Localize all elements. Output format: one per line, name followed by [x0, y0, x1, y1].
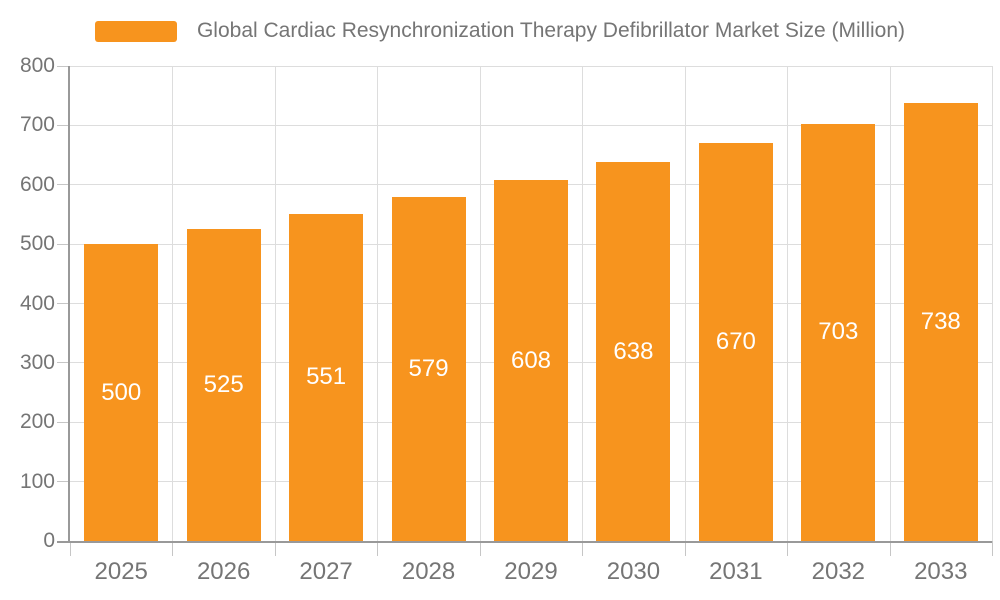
y-tick-800 [57, 65, 70, 67]
y-tick-200 [57, 421, 70, 423]
legend-label: Global Cardiac Resynchronization Therapy… [196, 19, 906, 42]
gridline-x-7 [786, 66, 788, 541]
x-tick-6 [684, 541, 686, 556]
gridline-x-1 [171, 66, 173, 541]
y-tick-500 [57, 243, 70, 245]
gridline-x-8 [889, 66, 891, 541]
gridline-y-800 [70, 65, 992, 67]
bar-value-label: 670 [715, 328, 756, 356]
bar-2025[interactable]: 500 [84, 244, 159, 541]
x-axis-line [57, 541, 992, 543]
x-axis-label-2027: 2027 [299, 558, 353, 585]
x-axis-label-2028: 2028 [401, 558, 456, 585]
y-axis-label-0: 0 [43, 529, 55, 552]
y-tick-600 [57, 184, 70, 186]
y-axis-label-300: 300 [19, 350, 55, 374]
bar-2032[interactable]: 703 [801, 123, 876, 541]
x-tick-1 [171, 541, 173, 556]
y-tick-700 [57, 124, 70, 126]
bar-2029[interactable]: 608 [494, 180, 568, 541]
bar-2028[interactable]: 579 [391, 197, 466, 541]
x-tick-9 [991, 541, 993, 556]
gridline-x-5 [581, 66, 583, 541]
bar-value-label: 703 [818, 318, 859, 346]
gridline-y-700 [70, 124, 992, 126]
x-tick-0 [69, 541, 71, 556]
legend-swatch [94, 20, 177, 42]
y-axis-label-100: 100 [19, 469, 55, 493]
bar-value-label: 579 [408, 355, 449, 383]
x-axis-label-2029: 2029 [504, 558, 558, 585]
bar-value-label: 608 [510, 346, 552, 374]
gridline-x-6 [684, 66, 686, 541]
bar-2027[interactable]: 551 [289, 213, 364, 541]
gridline-x-4 [479, 66, 481, 541]
x-tick-4 [479, 541, 481, 556]
bar-value-label: 500 [101, 378, 142, 406]
x-axis-label-2032: 2032 [811, 558, 866, 585]
y-axis-label-400: 400 [19, 291, 55, 315]
y-axis-label-600: 600 [19, 172, 55, 196]
bar-2033[interactable]: 738 [903, 102, 978, 541]
bar-value-label: 551 [306, 363, 347, 391]
x-axis-label-2026: 2026 [196, 558, 251, 585]
bar-value-label: 738 [920, 307, 961, 335]
bar-2030[interactable]: 638 [596, 162, 671, 541]
y-axis-label-800: 800 [19, 54, 55, 77]
y-axis-label-700: 700 [19, 113, 55, 137]
x-axis-label-2033: 2033 [914, 558, 968, 585]
chart-legend[interactable]: Global Cardiac Resynchronization Therapy… [0, 17, 1000, 45]
bar-value-label: 525 [203, 371, 244, 399]
x-axis-label-2031: 2031 [709, 558, 763, 585]
gridline-x-3 [376, 66, 378, 541]
y-tick-100 [57, 481, 70, 483]
y-axis-line [68, 66, 70, 543]
x-tick-7 [786, 541, 788, 556]
y-axis-label-200: 200 [19, 410, 55, 434]
gridline-x-2 [274, 66, 276, 541]
x-tick-8 [889, 541, 891, 556]
bar-value-label: 638 [613, 337, 654, 365]
y-tick-400 [57, 303, 70, 304]
x-axis-label-2030: 2030 [606, 558, 661, 585]
bar-2026[interactable]: 525 [186, 229, 261, 541]
gridline-x-9 [991, 66, 993, 541]
y-tick-300 [57, 362, 70, 364]
x-tick-2 [274, 541, 276, 556]
plot-area: 0 100 200 300 400 500 600 700 800 500 525 551 579 608… [20, 54, 993, 585]
x-axis-label-2025: 2025 [94, 558, 148, 585]
x-tick-3 [376, 541, 378, 556]
bar-2031[interactable]: 670 [698, 143, 773, 541]
y-axis-label-500: 500 [19, 232, 55, 256]
x-tick-5 [581, 541, 583, 556]
